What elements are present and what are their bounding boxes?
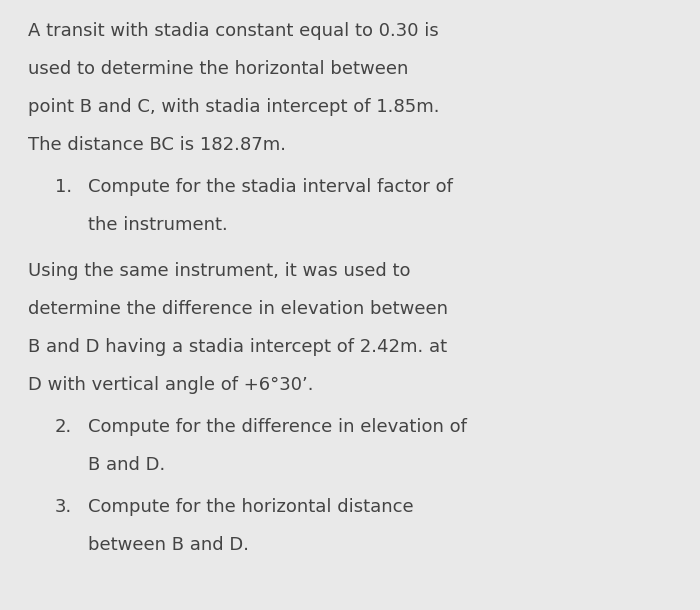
Text: between B and D.: between B and D. (88, 536, 249, 554)
Text: 1.: 1. (55, 178, 72, 196)
Text: D with vertical angle of +6°30’.: D with vertical angle of +6°30’. (28, 376, 314, 394)
Text: B and D.: B and D. (88, 456, 165, 474)
Text: determine the difference in elevation between: determine the difference in elevation be… (28, 300, 448, 318)
Text: used to determine the horizontal between: used to determine the horizontal between (28, 60, 408, 78)
Text: Compute for the stadia interval factor of: Compute for the stadia interval factor o… (88, 178, 453, 196)
Text: A transit with stadia constant equal to 0.30 is: A transit with stadia constant equal to … (28, 22, 439, 40)
Text: 2.: 2. (55, 418, 72, 436)
Text: 3.: 3. (55, 498, 72, 516)
Text: Compute for the difference in elevation of: Compute for the difference in elevation … (88, 418, 467, 436)
Text: B and D having a stadia intercept of 2.42m. at: B and D having a stadia intercept of 2.4… (28, 338, 447, 356)
Text: Compute for the horizontal distance: Compute for the horizontal distance (88, 498, 414, 516)
Text: The distance BC is 182.87m.: The distance BC is 182.87m. (28, 136, 286, 154)
Text: the instrument.: the instrument. (88, 216, 228, 234)
Text: Using the same instrument, it was used to: Using the same instrument, it was used t… (28, 262, 410, 280)
Text: point B and C, with stadia intercept of 1.85m.: point B and C, with stadia intercept of … (28, 98, 440, 116)
